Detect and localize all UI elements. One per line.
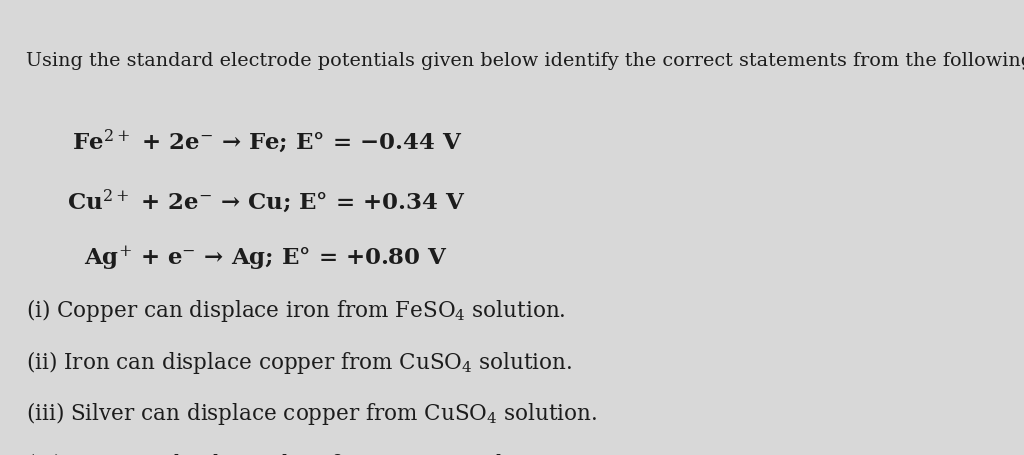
Text: Using the standard electrode potentials given below identify the correct stateme: Using the standard electrode potentials …: [26, 52, 1024, 70]
Text: Fe$^{2+}$ + 2e$^{-}$ → Fe; E° = −0.44 V: Fe$^{2+}$ + 2e$^{-}$ → Fe; E° = −0.44 V: [72, 127, 462, 155]
Text: (iii) Silver can displace copper from CuSO$_4$ solution.: (iii) Silver can displace copper from Cu…: [26, 399, 597, 426]
Text: (ii) Iron can displace copper from CuSO$_4$ solution.: (ii) Iron can displace copper from CuSO$…: [26, 348, 572, 375]
Text: Ag$^{+}$ + e$^{-}$ → Ag; E° = +0.80 V: Ag$^{+}$ + e$^{-}$ → Ag; E° = +0.80 V: [84, 243, 447, 272]
Text: (iv) Iron can displace silver from AgNO$_3$ solution.: (iv) Iron can displace silver from AgNO$…: [26, 450, 565, 455]
Text: Cu$^{2+}$ + 2e$^{-}$ → Cu; E° = +0.34 V: Cu$^{2+}$ + 2e$^{-}$ → Cu; E° = +0.34 V: [67, 187, 465, 214]
Text: (i) Copper can displace iron from FeSO$_4$ solution.: (i) Copper can displace iron from FeSO$_…: [26, 297, 565, 324]
